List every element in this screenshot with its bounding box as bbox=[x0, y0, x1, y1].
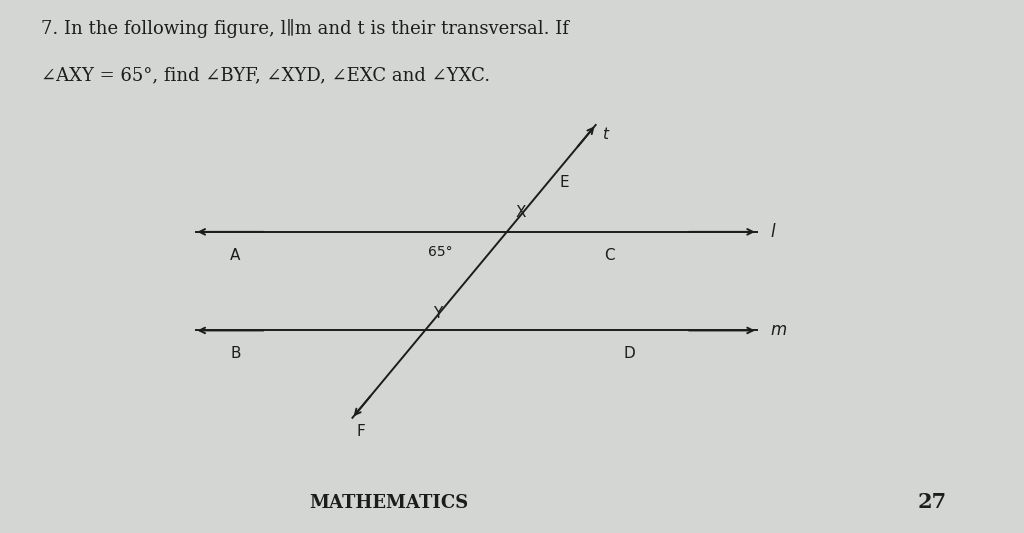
Text: B: B bbox=[230, 346, 241, 361]
Text: 65°: 65° bbox=[428, 245, 453, 259]
Text: E: E bbox=[560, 175, 569, 190]
Text: C: C bbox=[604, 248, 614, 263]
Text: F: F bbox=[357, 424, 366, 439]
Text: A: A bbox=[230, 248, 241, 263]
Text: D: D bbox=[624, 346, 636, 361]
Text: t: t bbox=[602, 127, 608, 142]
Text: Y: Y bbox=[433, 306, 442, 321]
Text: 27: 27 bbox=[918, 491, 946, 512]
Text: l: l bbox=[770, 223, 775, 241]
Text: ∠AXY = 65°, find ∠BYF, ∠XYD, ∠EXC and ∠YXC.: ∠AXY = 65°, find ∠BYF, ∠XYD, ∠EXC and ∠Y… bbox=[41, 67, 490, 85]
Text: m: m bbox=[770, 321, 786, 340]
Text: MATHEMATICS: MATHEMATICS bbox=[309, 494, 469, 512]
Text: X: X bbox=[515, 205, 525, 220]
Text: 7. In the following figure, l∥m and t is their transversal. If: 7. In the following figure, l∥m and t is… bbox=[41, 19, 569, 38]
